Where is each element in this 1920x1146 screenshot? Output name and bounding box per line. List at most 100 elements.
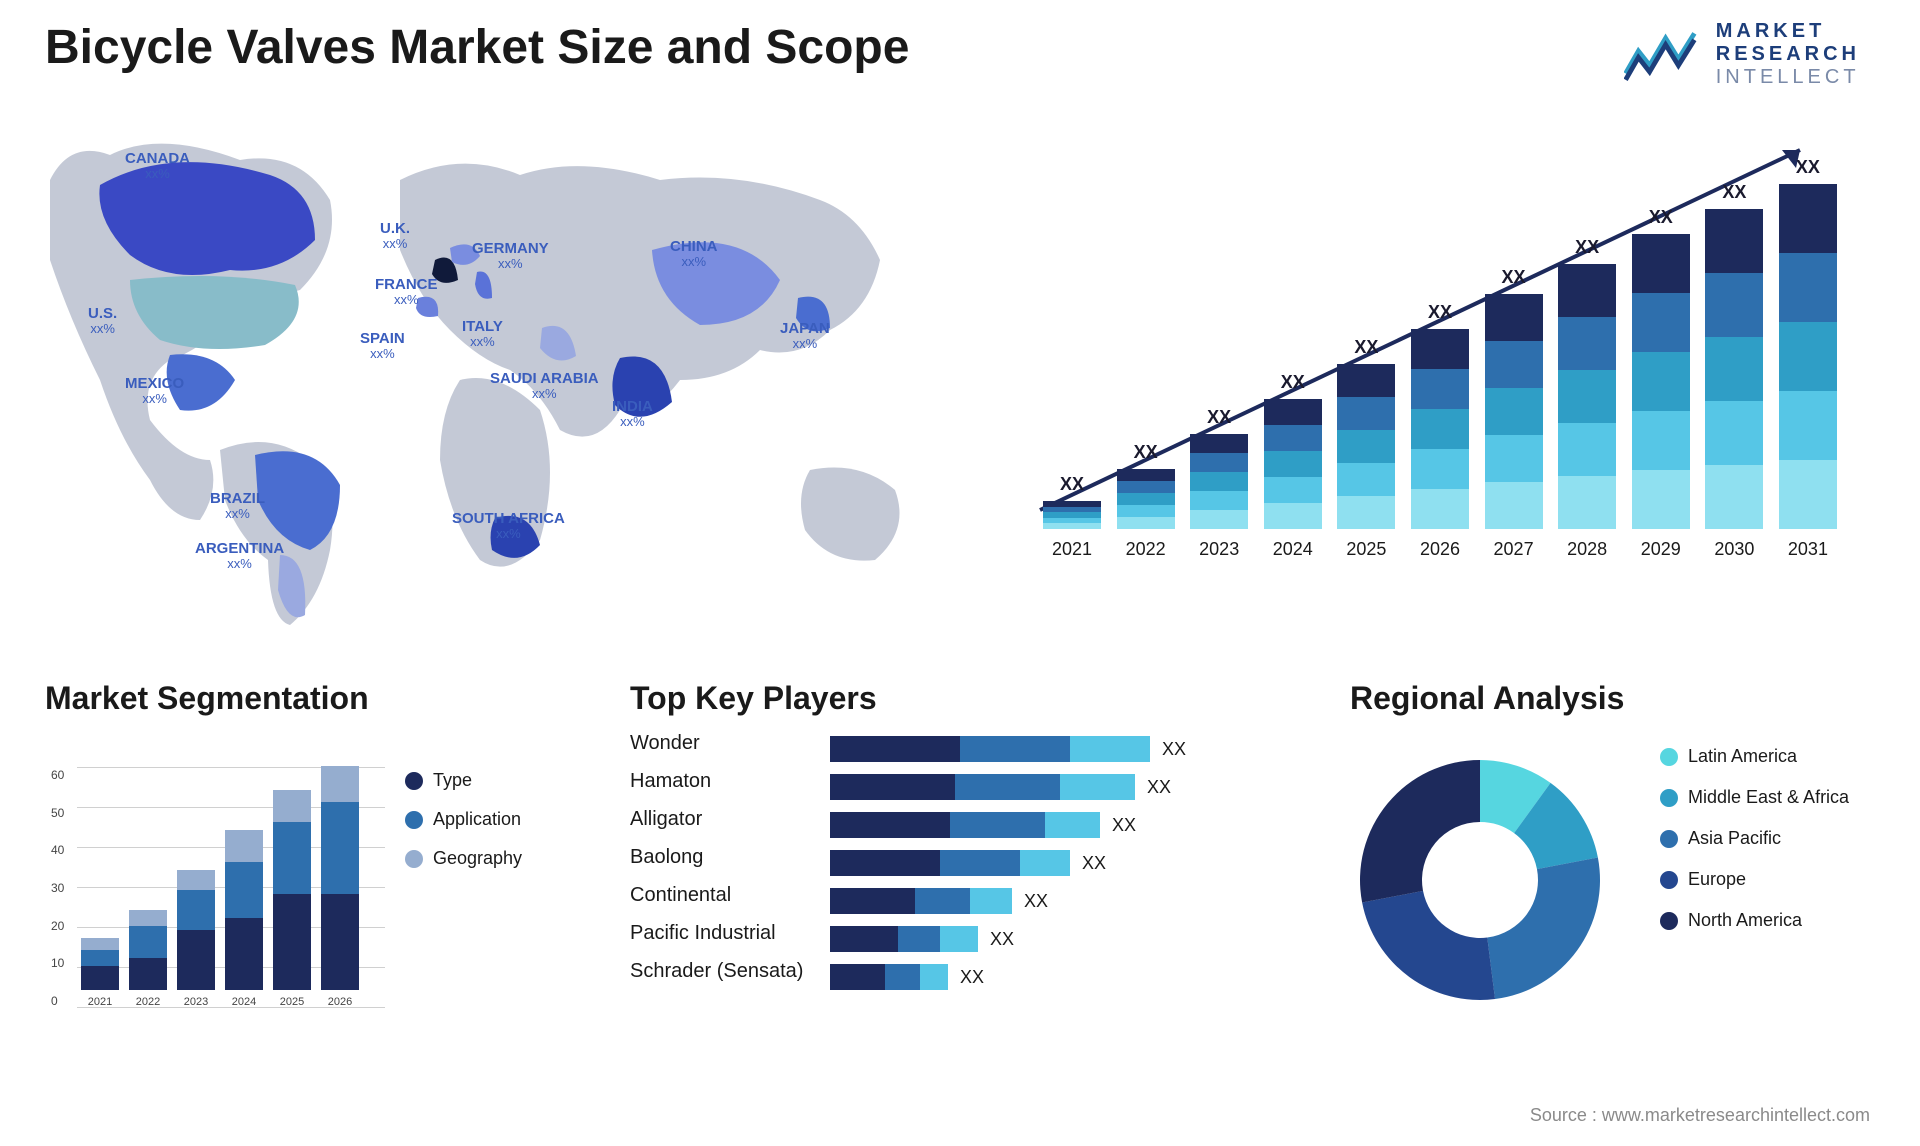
regional-legend: Latin America Middle East & Africa Asia Pa…	[1660, 746, 1849, 931]
donut-slice-asia-pacific	[1487, 858, 1600, 1000]
growth-bar-2022: XX 2022	[1114, 442, 1178, 560]
growth-bar-2026: XX 2026	[1408, 302, 1472, 560]
map-label-mexico: MEXICOxx%	[125, 375, 184, 407]
region-legend-item: Middle East & Africa	[1660, 787, 1849, 808]
map-label-italy: ITALYxx%	[462, 318, 503, 350]
growth-year-label: 2023	[1199, 539, 1239, 560]
logo-icon	[1624, 26, 1704, 84]
growth-value-label: XX	[1575, 237, 1599, 258]
growth-year-label: 2024	[1273, 539, 1313, 560]
growth-value-label: XX	[1281, 372, 1305, 393]
segmentation-legend: TypeApplicationGeography	[405, 770, 522, 869]
growth-value-label: XX	[1502, 267, 1526, 288]
growth-bar-stack	[1043, 501, 1101, 529]
donut-slice-europe	[1362, 891, 1495, 1000]
growth-value-label: XX	[1796, 157, 1820, 178]
map-label-uk: U.K.xx%	[380, 220, 410, 252]
growth-bar-stack	[1558, 264, 1616, 529]
kp-bar-row: XX	[830, 888, 1186, 914]
growth-year-label: 2030	[1714, 539, 1754, 560]
growth-value-label: XX	[1060, 474, 1084, 495]
segmentation-heading: Market Segmentation	[45, 680, 545, 717]
growth-bar-stack	[1190, 434, 1248, 529]
growth-year-label: 2028	[1567, 539, 1607, 560]
seg-bar-2022: 2022	[129, 910, 167, 1008]
growth-bar-2021: XX 2021	[1040, 474, 1104, 560]
seg-bar-2021: 2021	[81, 938, 119, 1008]
growth-value-label: XX	[1354, 337, 1378, 358]
growth-value-label: XX	[1649, 207, 1673, 228]
region-legend-item: Europe	[1660, 869, 1849, 890]
market-segmentation: Market Segmentation 0102030405060 202120…	[45, 680, 545, 1060]
map-label-china: CHINAxx%	[670, 238, 718, 270]
growth-bar-stack	[1264, 399, 1322, 529]
growth-chart: XX2021XX2022XX2023XX2024XX2025XX2026XX20…	[1030, 130, 1850, 610]
kp-name: Wonder	[630, 730, 803, 756]
page-title: Bicycle Valves Market Size and Scope	[45, 20, 909, 75]
kp-name: Hamaton	[630, 768, 803, 794]
growth-year-label: 2022	[1126, 539, 1166, 560]
keyplayers-heading: Top Key Players	[630, 680, 1310, 717]
growth-year-label: 2027	[1494, 539, 1534, 560]
map-label-saudiarabia: SAUDI ARABIAxx%	[490, 370, 599, 402]
map-label-japan: JAPANxx%	[780, 320, 830, 352]
map-label-us: U.S.xx%	[88, 305, 117, 337]
seg-bar-2024: 2024	[225, 830, 263, 1008]
growth-bar-stack	[1411, 329, 1469, 529]
growth-year-label: 2025	[1346, 539, 1386, 560]
growth-bar-stack	[1705, 209, 1763, 529]
growth-value-label: XX	[1428, 302, 1452, 323]
growth-bar-stack	[1632, 234, 1690, 529]
growth-bar-2025: XX 2025	[1334, 337, 1398, 560]
map-label-brazil: BRAZILxx%	[210, 490, 265, 522]
keyplayers-list: Wonder Hamaton Alligator Baolong Continental…	[630, 730, 803, 984]
keyplayers-bars: XXXXXXXXXXXXXX	[830, 736, 1186, 990]
kp-name: Alligator	[630, 806, 803, 832]
growth-bar-2031: XX 2031	[1776, 157, 1840, 560]
growth-value-label: XX	[1722, 182, 1746, 203]
kp-bar-row: XX	[830, 736, 1186, 762]
growth-year-label: 2031	[1788, 539, 1828, 560]
seg-bar-2023: 2023	[177, 870, 215, 1008]
map-label-india: INDIAxx%	[612, 398, 653, 430]
map-label-germany: GERMANYxx%	[472, 240, 549, 272]
growth-value-label: XX	[1134, 442, 1158, 463]
world-map: CANADAxx%U.S.xx%MEXICOxx%BRAZILxx%ARGENT…	[40, 120, 940, 640]
source-attribution: Source : www.marketresearchintellect.com	[1530, 1105, 1870, 1126]
growth-bar-2030: XX 2030	[1702, 182, 1766, 560]
kp-name: Continental	[630, 882, 803, 908]
seg-legend-application: Application	[405, 809, 522, 830]
kp-bar-row: XX	[830, 964, 1186, 990]
kp-name: Baolong	[630, 844, 803, 870]
growth-year-label: 2021	[1052, 539, 1092, 560]
kp-bar-row: XX	[830, 774, 1186, 800]
map-label-argentina: ARGENTINAxx%	[195, 540, 284, 572]
regional-analysis: Regional Analysis Latin America Middle Ea…	[1350, 680, 1880, 1060]
segmentation-chart: 0102030405060 202120222023202420252026	[45, 748, 385, 1038]
growth-bar-2023: XX2023	[1187, 407, 1251, 560]
kp-name: Pacific Industrial	[630, 920, 803, 946]
region-legend-item: Asia Pacific	[1660, 828, 1849, 849]
kp-name: Schrader (Sensata)	[630, 958, 803, 984]
logo-line1: MARKET	[1716, 20, 1860, 43]
logo-line2: RESEARCH	[1716, 43, 1860, 66]
donut-slice-north-america	[1360, 760, 1480, 902]
brand-logo: MARKET RESEARCH INTELLECT	[1624, 20, 1860, 89]
growth-year-label: 2026	[1420, 539, 1460, 560]
map-label-southafrica: SOUTH AFRICAxx%	[452, 510, 565, 542]
top-key-players: Top Key Players Wonder Hamaton Alligator Ba…	[630, 680, 1310, 1060]
growth-bar-2029: XX 2029	[1629, 207, 1693, 560]
region-legend-item: North America	[1660, 910, 1849, 931]
growth-year-label: 2029	[1641, 539, 1681, 560]
region-legend-item: Latin America	[1660, 746, 1849, 767]
growth-bar-2028: XX 2028	[1555, 237, 1619, 560]
seg-bar-2026: 2026	[321, 766, 359, 1008]
logo-line3: INTELLECT	[1716, 66, 1860, 89]
seg-bar-2025: 2025	[273, 790, 311, 1008]
regional-donut-chart	[1340, 740, 1620, 1020]
growth-bar-stack	[1117, 469, 1175, 529]
regional-heading: Regional Analysis	[1350, 680, 1880, 717]
seg-legend-type: Type	[405, 770, 522, 791]
growth-bar-2024: XX 2024	[1261, 372, 1325, 560]
growth-bar-stack	[1779, 184, 1837, 529]
